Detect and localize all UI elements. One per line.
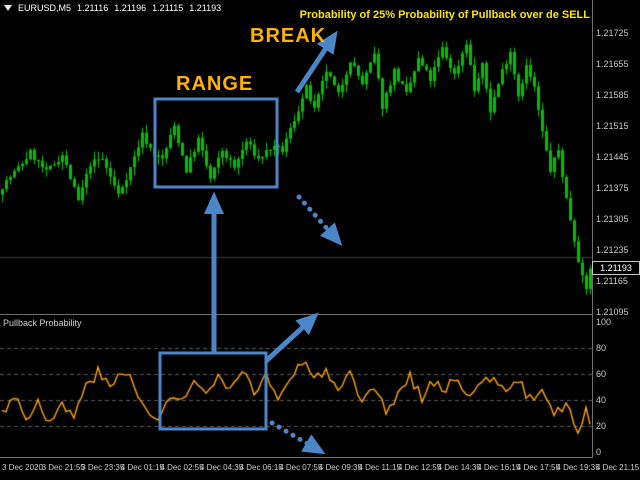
indicator-label: Pullback Probability — [3, 318, 82, 328]
indicator-canvas[interactable] — [0, 315, 592, 457]
price-tick: 1.21165 — [596, 276, 628, 286]
price-tick: 1.21235 — [596, 245, 629, 255]
price-axis[interactable]: 1.21725 1.21655 1.21585 1.21515 1.21445 1.213… — [593, 0, 640, 457]
quote-close: 1.21193 — [189, 3, 222, 13]
time-tick: 3 Dec 21:55 — [41, 463, 85, 472]
panel-separator[interactable] — [0, 314, 593, 315]
time-tick: 4 Dec 11:15 — [358, 463, 401, 472]
oscillator-scale-tick: 60 — [596, 369, 607, 379]
oscillator-scale-tick: 0 — [596, 447, 602, 457]
time-axis-separator — [0, 457, 593, 458]
oscillator-scale-tick: 80 — [596, 343, 607, 353]
time-tick: 4 Dec 17:55 — [516, 463, 560, 472]
time-tick: 4 Dec 16:15 — [477, 463, 521, 472]
time-tick: 3 Dec 2020 — [2, 463, 43, 472]
time-tick: 4 Dec 09:35 — [318, 463, 362, 472]
price-tick: 1.21095 — [596, 307, 629, 317]
price-tick: 1.21725 — [596, 28, 629, 38]
price-tick: 1.21655 — [596, 59, 629, 69]
time-tick: 4 Dec 21:15 — [596, 463, 640, 472]
time-tick: 4 Dec 07:55 — [279, 463, 323, 472]
quote-open: 1.21116 — [77, 3, 109, 13]
price-axis-separator — [592, 0, 593, 457]
time-tick: 4 Dec 12:55 — [398, 463, 442, 472]
price-tick: 1.21305 — [596, 214, 629, 224]
chart-marker-icon — [4, 5, 12, 11]
quote-high: 1.21196 — [114, 3, 147, 13]
symbol-label: EURUSD,M5 — [18, 3, 72, 13]
quote-low: 1.21115 — [152, 3, 184, 13]
time-tick: 4 Dec 02:55 — [160, 463, 204, 472]
probability-note: Probability of 25% Probability of Pullba… — [299, 9, 590, 21]
time-tick: 4 Dec 14:35 — [437, 463, 481, 472]
price-tick: 1.21585 — [596, 90, 629, 100]
current-price-tag: 1.21193 — [592, 261, 640, 275]
oscillator-scale-tick: 20 — [596, 421, 607, 431]
oscillator-scale-tick: 100 — [596, 317, 612, 327]
time-tick: 4 Dec 04:35 — [200, 463, 244, 472]
quote-line: EURUSD,M5 1.21116 1.21196 1.21115 1.2119… — [4, 3, 221, 13]
time-tick: 4 Dec 19:35 — [556, 463, 600, 472]
range-label: RANGE — [176, 73, 254, 95]
price-tick: 1.21445 — [596, 152, 629, 162]
break-label: BREAK — [250, 25, 327, 47]
price-tick: 1.21515 — [596, 121, 629, 131]
oscillator-scale-tick: 40 — [596, 395, 607, 405]
time-axis[interactable]: 3 Dec 2020 3 Dec 21:55 3 Dec 23:35 4 Dec 01… — [0, 461, 640, 480]
time-tick: 4 Dec 01:15 — [120, 463, 164, 472]
time-tick: 3 Dec 23:35 — [81, 463, 125, 472]
price-tick: 1.21375 — [596, 183, 629, 193]
time-tick: 4 Dec 06:15 — [239, 463, 283, 472]
